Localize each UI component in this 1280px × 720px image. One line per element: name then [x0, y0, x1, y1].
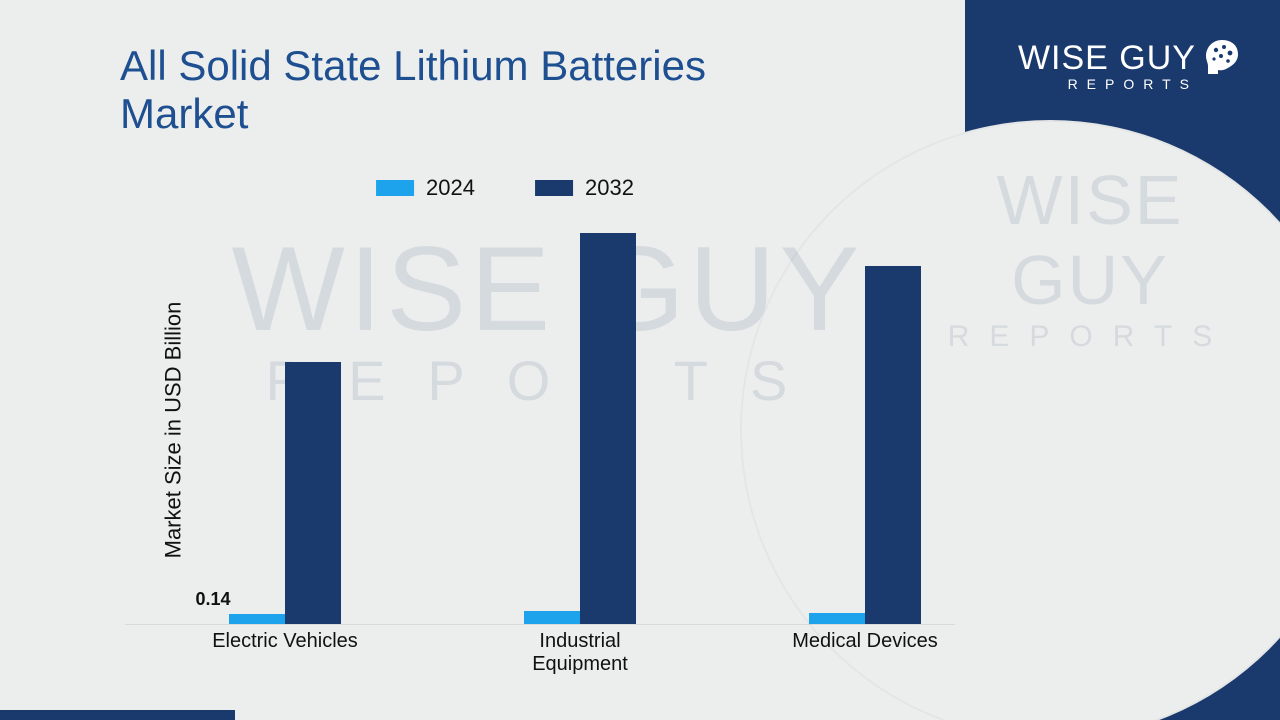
bar	[580, 233, 636, 624]
bar-value-label: 0.14	[195, 589, 230, 610]
chart-container: Market Size in USD Billion 2024 2032 0.1…	[55, 175, 955, 685]
legend-swatch-2024	[376, 180, 414, 196]
plot-area: 0.14Electric Vehicles Industrial Equipmen…	[125, 219, 955, 625]
chart-legend: 2024 2032	[376, 175, 634, 201]
bar	[524, 611, 580, 624]
bar	[229, 614, 285, 624]
legend-label-2032: 2032	[585, 175, 634, 201]
category-label: Medical Devices	[775, 630, 955, 653]
legend-item-2032: 2032	[535, 175, 634, 201]
legend-item-2024: 2024	[376, 175, 475, 201]
page-root: WISE GUY REPORTS WISE GUY REPORTS WISE G…	[0, 0, 1280, 720]
bar	[809, 613, 865, 624]
category-label: Industrial Equipment	[490, 630, 670, 676]
legend-label-2024: 2024	[426, 175, 475, 201]
bar-group: 0.14Electric Vehicles	[185, 362, 385, 624]
logo-text-main: WISE GUY	[1018, 39, 1196, 78]
logo-text-sub: REPORTS	[1018, 76, 1198, 92]
chart-title: All Solid State Lithium Batteries Market	[120, 42, 840, 139]
legend-swatch-2032	[535, 180, 573, 196]
bar	[865, 266, 921, 624]
bar-group: Medical Devices	[765, 266, 965, 624]
brand-logo: WISE GUY REPORTS	[1018, 38, 1242, 92]
head-icon	[1202, 38, 1242, 78]
bar	[285, 362, 341, 624]
bottom-accent-bar	[0, 710, 235, 720]
category-label: Electric Vehicles	[195, 630, 375, 653]
bar-group: Industrial Equipment	[480, 233, 680, 624]
